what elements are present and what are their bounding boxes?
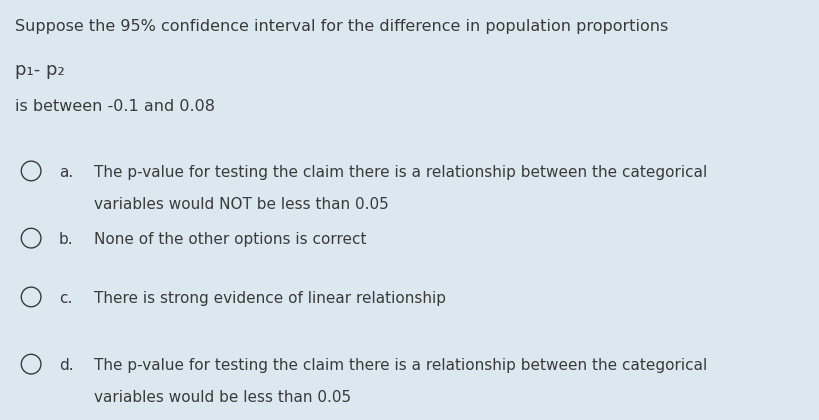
Text: The p-value for testing the claim there is a relationship between the categorica: The p-value for testing the claim there …	[94, 358, 708, 373]
Text: p₁- p₂: p₁- p₂	[15, 61, 65, 79]
Text: c.: c.	[59, 291, 72, 306]
Text: None of the other options is correct: None of the other options is correct	[94, 232, 367, 247]
Text: There is strong evidence of linear relationship: There is strong evidence of linear relat…	[94, 291, 446, 306]
Text: is between -0.1 and 0.08: is between -0.1 and 0.08	[15, 99, 215, 114]
Text: variables would be less than 0.05: variables would be less than 0.05	[94, 390, 351, 405]
Text: variables would NOT be less than 0.05: variables would NOT be less than 0.05	[94, 197, 389, 212]
Text: d.: d.	[59, 358, 74, 373]
Text: b.: b.	[59, 232, 74, 247]
Text: The p-value for testing the claim there is a relationship between the categorica: The p-value for testing the claim there …	[94, 165, 708, 180]
Text: a.: a.	[59, 165, 73, 180]
Text: Suppose the 95% confidence interval for the difference in population proportions: Suppose the 95% confidence interval for …	[15, 19, 668, 34]
